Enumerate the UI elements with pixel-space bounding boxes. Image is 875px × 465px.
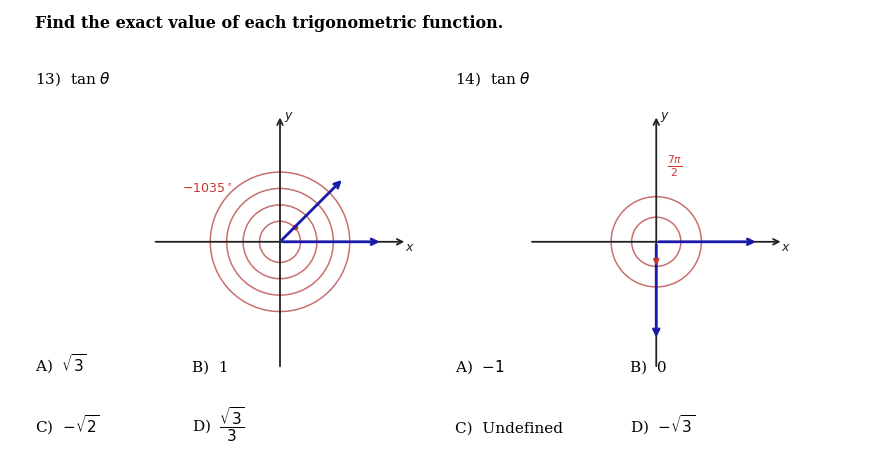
Text: 13)  tan $\theta$: 13) tan $\theta$ — [35, 70, 111, 88]
Text: $-1035^\circ$: $-1035^\circ$ — [182, 182, 232, 196]
Text: A)  $\sqrt{3}$: A) $\sqrt{3}$ — [35, 353, 87, 376]
Text: B)  0: B) 0 — [630, 361, 667, 375]
Text: B)  1: B) 1 — [192, 361, 229, 375]
Text: C)  $-\sqrt{2}$: C) $-\sqrt{2}$ — [35, 413, 100, 437]
Text: C)  Undefined: C) Undefined — [455, 421, 563, 435]
Text: 14)  tan $\theta$: 14) tan $\theta$ — [455, 70, 531, 88]
Text: $\frac{7\pi}{2}$: $\frac{7\pi}{2}$ — [667, 153, 682, 179]
Text: A)  $-1$: A) $-1$ — [455, 359, 505, 376]
Text: D)  $-\sqrt{3}$: D) $-\sqrt{3}$ — [630, 413, 696, 437]
Text: D)  $\dfrac{\sqrt{3}}{3}$: D) $\dfrac{\sqrt{3}}{3}$ — [192, 406, 245, 445]
Text: y: y — [284, 109, 291, 122]
Text: Find the exact value of each trigonometric function.: Find the exact value of each trigonometr… — [35, 15, 503, 32]
Text: y: y — [661, 109, 668, 122]
Text: x: x — [781, 241, 788, 254]
Text: x: x — [405, 241, 412, 254]
